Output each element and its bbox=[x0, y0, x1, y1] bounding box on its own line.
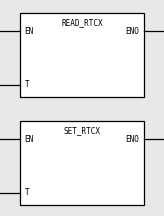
Text: T: T bbox=[25, 80, 29, 89]
Text: READ_RTCX: READ_RTCX bbox=[61, 19, 103, 28]
Text: T: T bbox=[25, 188, 29, 197]
Bar bbox=[20, 13, 144, 97]
Text: EN: EN bbox=[25, 27, 34, 36]
Text: ENO: ENO bbox=[125, 135, 139, 144]
Bar bbox=[20, 121, 144, 205]
Text: EN: EN bbox=[25, 135, 34, 144]
Text: SET_RTCX: SET_RTCX bbox=[63, 127, 101, 136]
Text: ENO: ENO bbox=[125, 27, 139, 36]
